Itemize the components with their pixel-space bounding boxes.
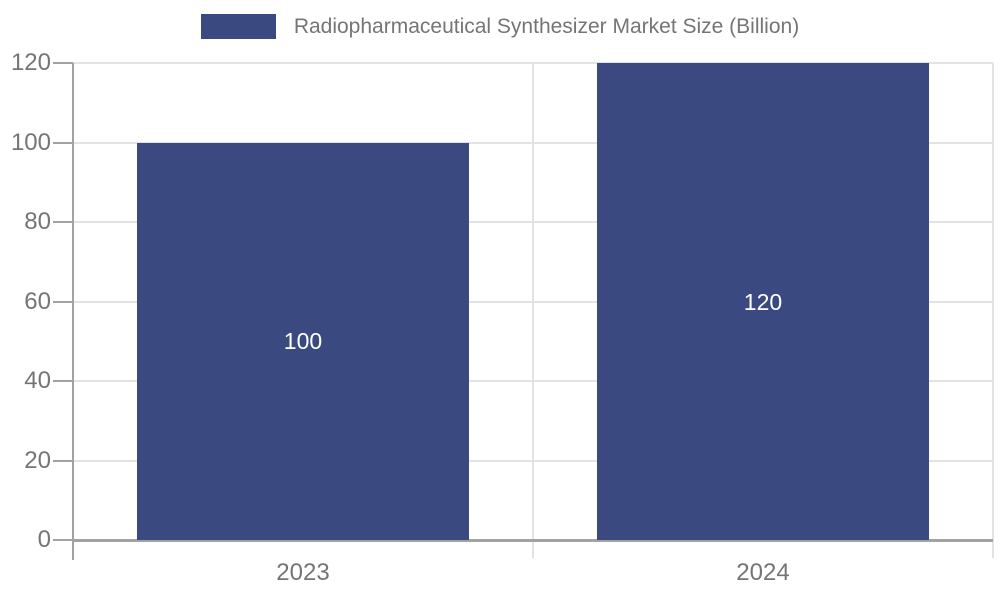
ytick-label-80: 80 (24, 208, 51, 235)
ytick-label-100: 100 (10, 128, 51, 156)
gridline-x-1 (532, 63, 534, 558)
ytick-mark-20 (53, 459, 73, 462)
ytick-mark-40 (53, 380, 73, 382)
xtick-label-2023: 2023 (276, 559, 330, 586)
legend-label: Radiopharmaceutical Synthesizer Market S… (293, 15, 800, 38)
bar-2024 (597, 63, 929, 540)
ytick-mark-60 (53, 300, 73, 303)
legend-swatch (200, 14, 276, 39)
gridline-x-2 (992, 63, 994, 558)
ytick-label-120: 120 (10, 49, 51, 76)
y-axis-line (72, 63, 74, 560)
bar-value-label-2023: 100 (283, 328, 323, 355)
ytick-label-40: 40 (24, 367, 51, 394)
ytick-mark-120 (53, 62, 73, 64)
chart-legend: Radiopharmaceutical Synthesizer Market S… (0, 14, 1000, 39)
xtick-label-2024: 2024 (736, 559, 790, 586)
ytick-label-60: 60 (24, 287, 51, 315)
x-axis-line (73, 539, 993, 542)
ytick-mark-100 (53, 141, 73, 144)
ytick-mark-0 (53, 539, 73, 541)
ytick-label-0: 0 (37, 526, 51, 553)
ytick-mark-80 (53, 221, 73, 223)
bar-value-label-2024: 120 (743, 288, 783, 315)
bar-2023 (137, 142, 469, 540)
ytick-label-20: 20 (24, 446, 51, 474)
